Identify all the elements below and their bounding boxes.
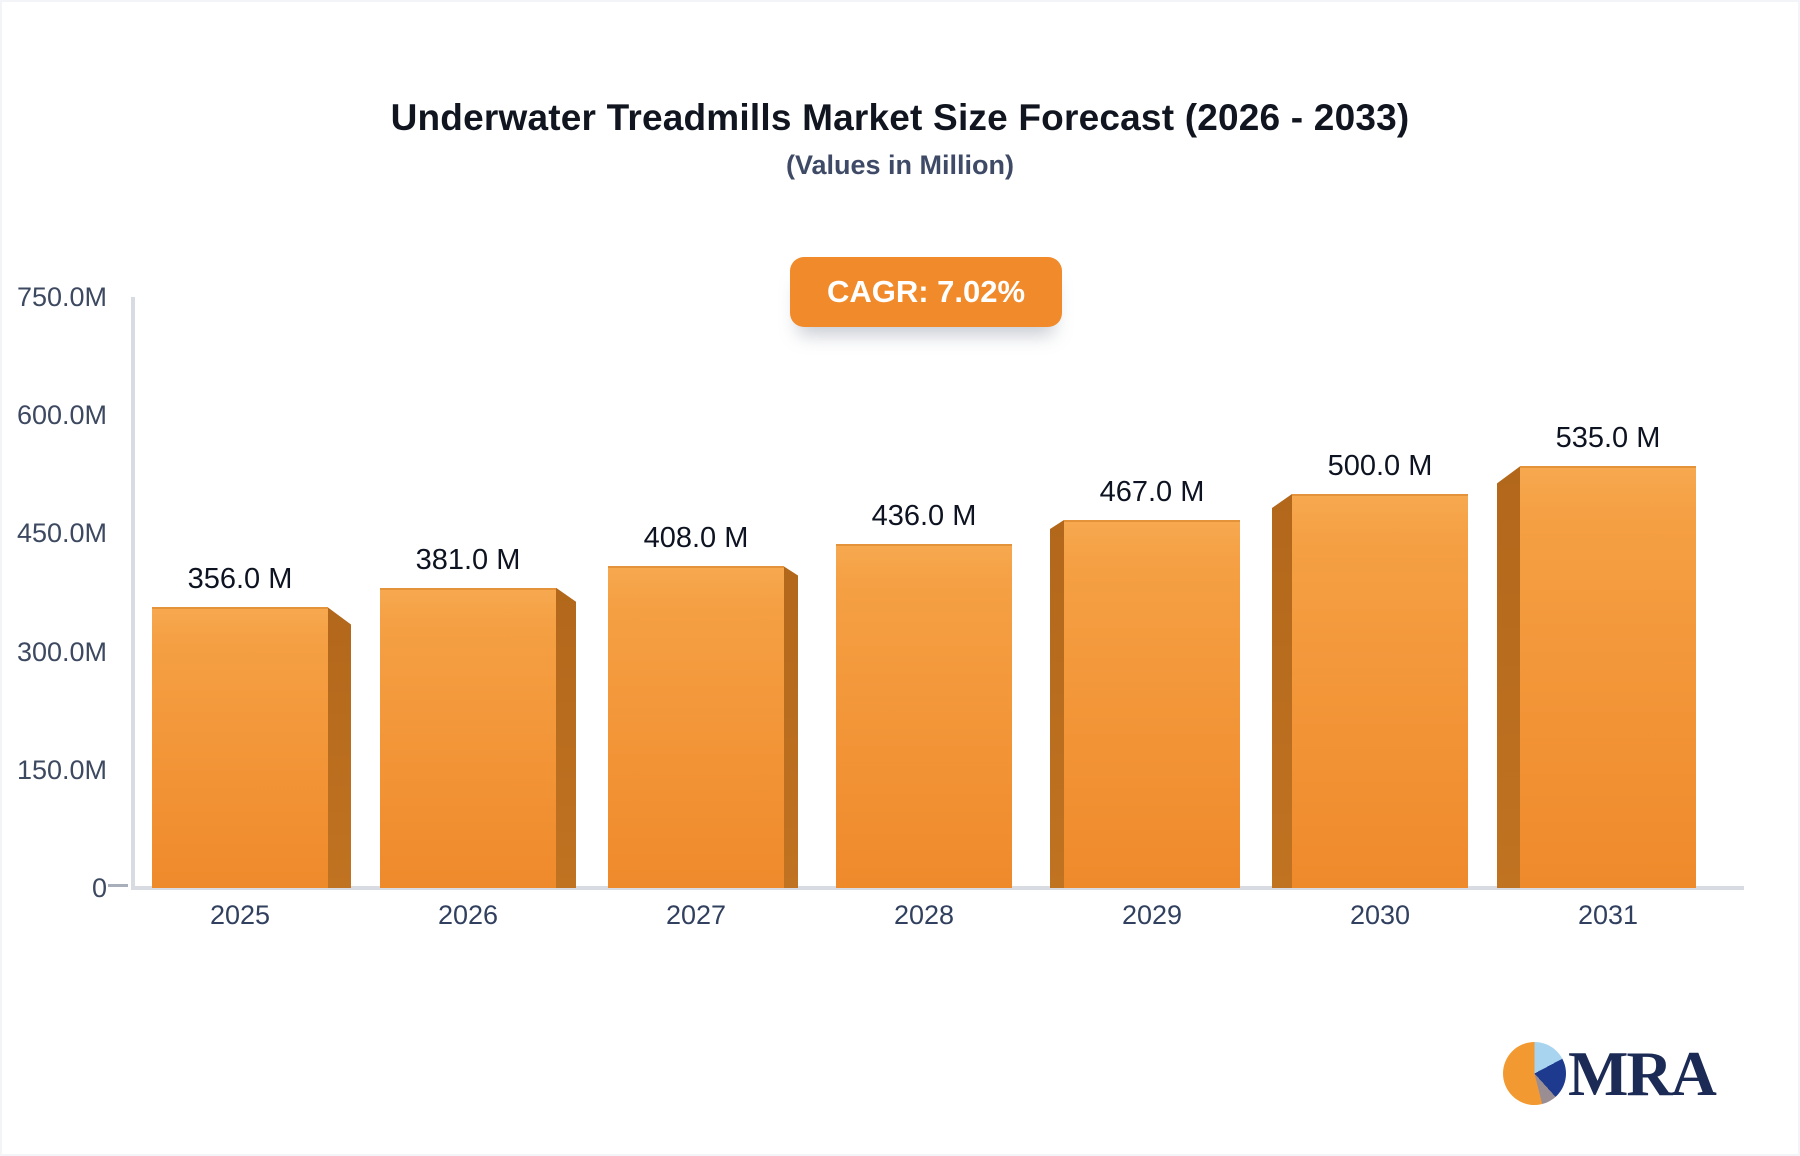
- x-axis-label-2025: 2025: [209, 900, 271, 930]
- bar-2031: [1520, 466, 1696, 888]
- x-axis-line: [131, 886, 1744, 890]
- y-tick-label: 750.0M: [16, 282, 107, 312]
- x-axis-label-2026: 2026: [437, 900, 499, 930]
- brand-text: MRA: [1568, 1038, 1717, 1109]
- bar-value-label: 467.0 M: [1099, 476, 1205, 508]
- y-axis-line: [131, 297, 135, 888]
- x-axis-label-2031: 2031: [1577, 900, 1639, 930]
- y-tick-label: 150.0M: [16, 754, 107, 785]
- bar-value-label: 381.0 M: [415, 543, 521, 576]
- x-axis-label-2027: 2027: [665, 900, 727, 930]
- chart-title: Underwater Treadmills Market Size Foreca…: [390, 97, 1410, 138]
- bar-value-label: 535.0 M: [1555, 422, 1661, 455]
- bar-side-2026: [556, 587, 576, 888]
- bar-2026: [380, 587, 556, 888]
- brand-logo: MRA: [1503, 1038, 1717, 1109]
- bar-side-2025: [328, 607, 351, 888]
- y-tick-label: 450.0M: [16, 518, 107, 549]
- bar-side-2031: [1497, 466, 1520, 888]
- bar-side-2030: [1272, 494, 1292, 888]
- y-tick-label: 0: [91, 873, 107, 903]
- bar-2029: [1064, 520, 1240, 888]
- bar-2025: [152, 607, 328, 888]
- pie-chart-icon: [1503, 1042, 1566, 1105]
- bar-side-2029: [1050, 520, 1064, 888]
- bar-side-2027: [784, 566, 798, 888]
- x-axis-label-2029: 2029: [1121, 900, 1183, 930]
- y-tick-label: 300.0M: [16, 636, 107, 667]
- x-axis-label-2030: 2030: [1349, 900, 1411, 930]
- cagr-badge: CAGR: 7.02%: [790, 257, 1062, 327]
- bar-2030: [1292, 494, 1468, 888]
- bar-2027: [608, 566, 784, 888]
- x-axis-label-2028: 2028: [893, 900, 955, 930]
- zero-tick-mark: [108, 884, 128, 887]
- y-tick-label: 600.0M: [16, 400, 107, 431]
- bar-2028: [836, 544, 1012, 888]
- bar-value-label: 500.0 M: [1327, 450, 1433, 482]
- bar-value-label: 408.0 M: [643, 522, 749, 555]
- bar-value-label: 436.0 M: [871, 500, 977, 533]
- chart-subtitle: (Values in Million): [785, 150, 1015, 180]
- bar-value-label: 356.0 M: [187, 563, 293, 596]
